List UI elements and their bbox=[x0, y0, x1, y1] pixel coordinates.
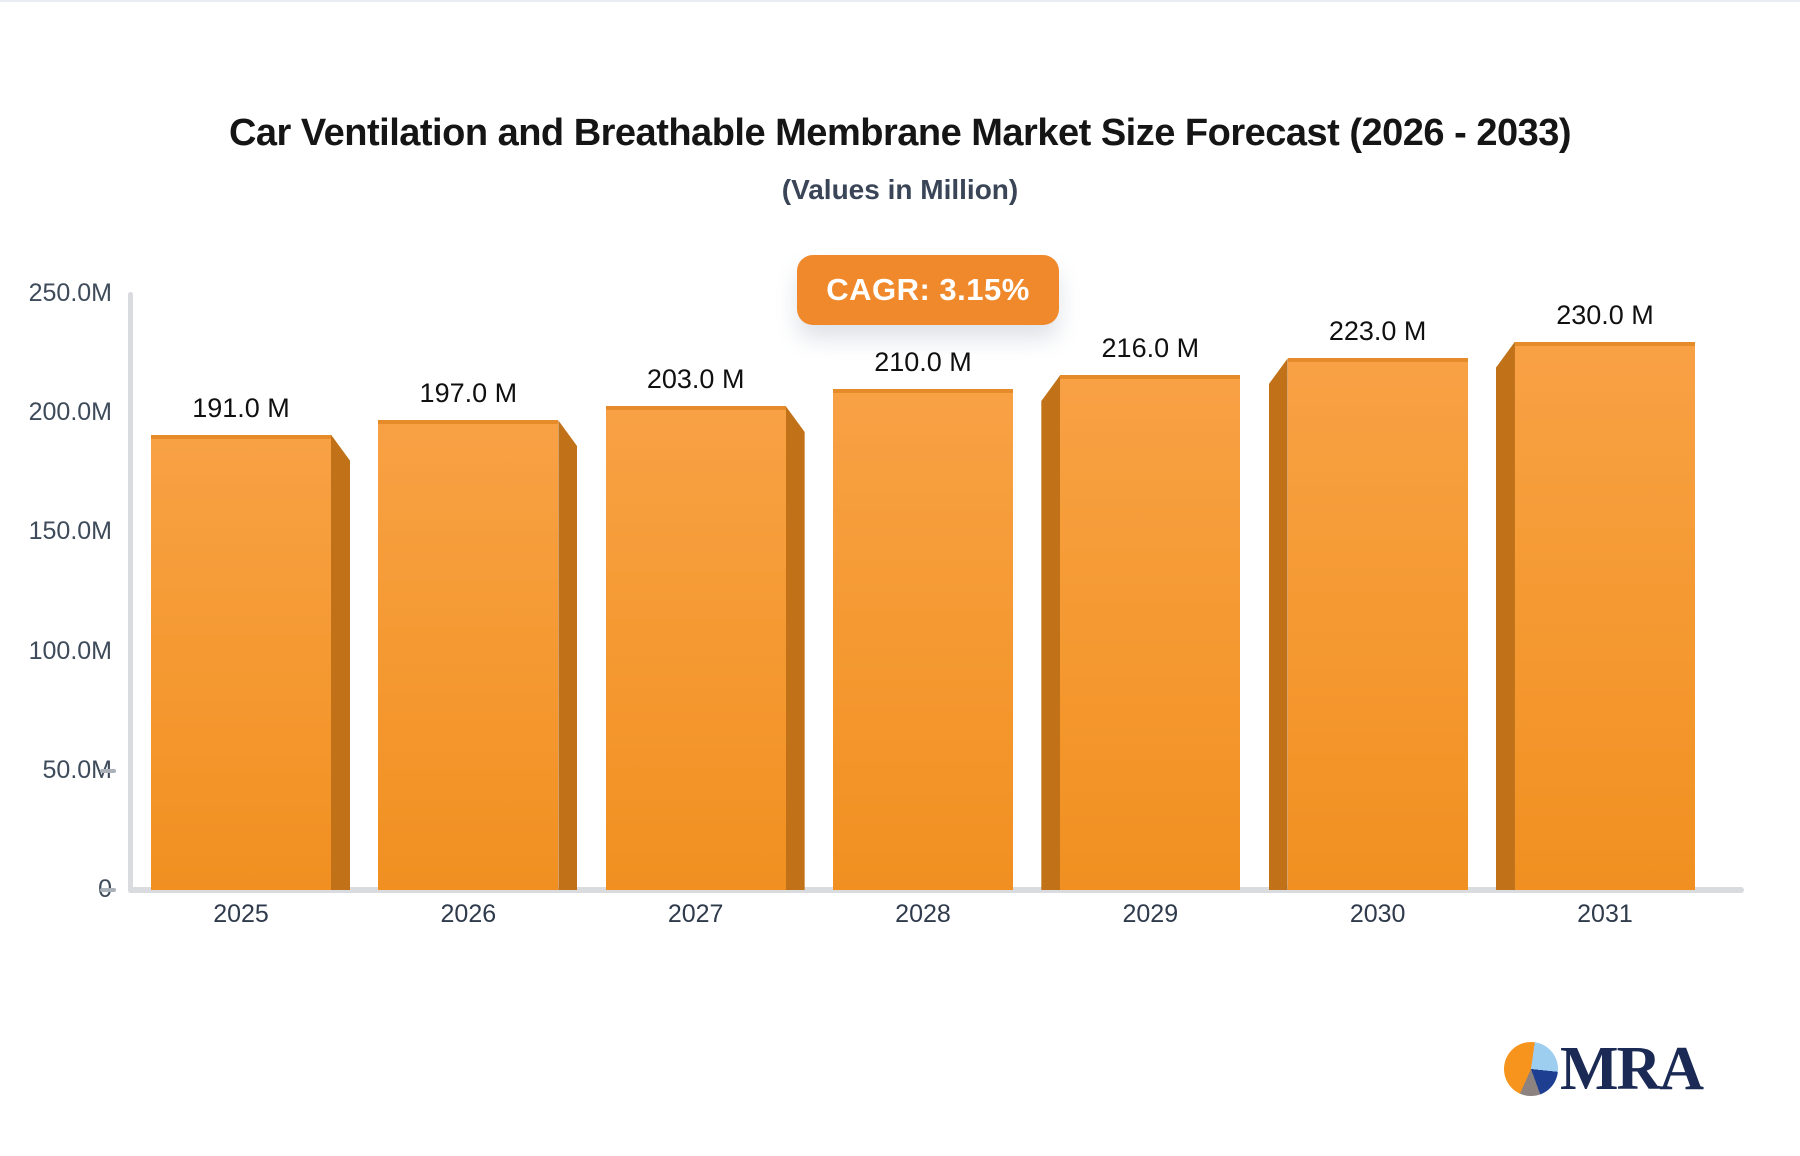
bar-side-bevel bbox=[331, 434, 350, 890]
bar-value-label: 223.0 M bbox=[1328, 316, 1427, 347]
y-axis-tick-label: 50.0M bbox=[42, 755, 112, 784]
bar-face bbox=[151, 434, 331, 890]
bar-face bbox=[832, 389, 1013, 890]
x-axis-label-2030: 2030 bbox=[1349, 900, 1406, 928]
y-axis-tick-mark bbox=[100, 888, 116, 892]
x-axis-label-2027: 2027 bbox=[667, 900, 724, 928]
bar-value-label: 216.0 M bbox=[1101, 333, 1200, 364]
chart-title: Car Ventilation and Breathable Membrane … bbox=[228, 112, 1572, 154]
x-axis-label-2031: 2031 bbox=[1577, 900, 1633, 928]
bar-side-bevel bbox=[1268, 358, 1288, 890]
x-axis-line bbox=[128, 887, 1744, 893]
bar-value-label: 203.0 M bbox=[646, 364, 745, 395]
bar-value-label: 230.0 M bbox=[1556, 299, 1654, 330]
pie-chart-icon bbox=[1504, 1042, 1558, 1096]
x-axis-label-2029: 2029 bbox=[1122, 900, 1179, 928]
y-axis-line bbox=[128, 292, 133, 893]
bar-side-bevel bbox=[558, 420, 578, 890]
bar-value-label: 191.0 M bbox=[192, 392, 290, 423]
y-axis-tick-mark bbox=[100, 768, 116, 773]
bar-face bbox=[1287, 358, 1468, 890]
cagr-badge-label: CAGR: 3.15% bbox=[826, 272, 1030, 307]
bar-face bbox=[1514, 341, 1695, 890]
x-axis-label-2028: 2028 bbox=[895, 900, 951, 928]
bar-face bbox=[605, 406, 786, 890]
brand-logo-text: MRA bbox=[1560, 1035, 1704, 1103]
y-axis-tick-label: 250.0M bbox=[28, 279, 112, 307]
bar-side-bevel bbox=[785, 406, 805, 890]
brand-logo: MRA bbox=[1504, 1035, 1704, 1103]
bar-value-label: 210.0 M bbox=[874, 347, 972, 378]
chart-subtitle: (Values in Million) bbox=[781, 174, 1019, 205]
bar-side-bevel bbox=[1495, 341, 1515, 890]
x-axis-label-2026: 2026 bbox=[440, 900, 497, 928]
bar-value-label: 197.0 M bbox=[419, 378, 518, 409]
y-axis-tick-label: 200.0M bbox=[28, 398, 112, 427]
x-axis-label-2025: 2025 bbox=[213, 900, 269, 928]
y-axis-tick-label: 0 bbox=[12, 875, 112, 904]
bar-face bbox=[1060, 375, 1241, 890]
bar-side-bevel bbox=[1041, 375, 1061, 890]
y-axis-tick-label: 100.0M bbox=[28, 636, 112, 665]
cagr-badge: CAGR: 3.15% bbox=[797, 255, 1059, 325]
bar-face bbox=[378, 420, 559, 890]
y-axis-tick-label: 150.0M bbox=[28, 517, 112, 546]
